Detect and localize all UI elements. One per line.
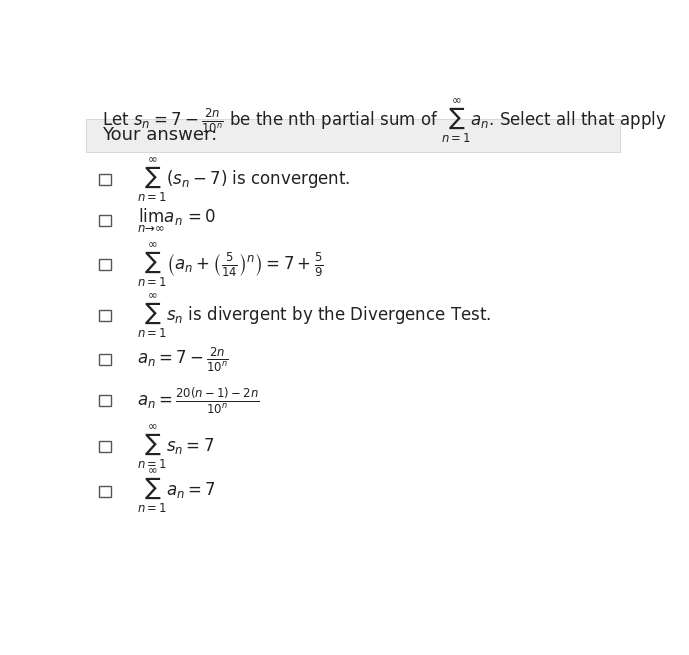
Text: $\sum_{n=1}^{\infty} (s_n - 7)$ is convergent.: $\sum_{n=1}^{\infty} (s_n - 7)$ is conve… <box>137 155 350 204</box>
Bar <box>99 485 111 496</box>
Bar <box>99 354 111 365</box>
Text: $a_n = \frac{20(n-1) - 2n}{10^n}$: $a_n = \frac{20(n-1) - 2n}{10^n}$ <box>137 385 259 416</box>
Bar <box>99 259 111 270</box>
Bar <box>99 215 111 227</box>
Text: $\sum_{n=1}^{\infty}\left(a_n + \left(\frac{5}{14}\right)^{n}\right) = 7 + \frac: $\sum_{n=1}^{\infty}\left(a_n + \left(\f… <box>137 240 323 288</box>
Bar <box>99 310 111 321</box>
Text: Your answer:: Your answer: <box>102 126 218 144</box>
Bar <box>99 441 111 453</box>
Bar <box>99 395 111 406</box>
Bar <box>99 174 111 185</box>
Text: $\sum_{n=1}^{\infty} a_n = 7$: $\sum_{n=1}^{\infty} a_n = 7$ <box>137 467 216 515</box>
Text: $\sum_{n=1}^{\infty} s_n = 7$: $\sum_{n=1}^{\infty} s_n = 7$ <box>137 422 214 471</box>
FancyBboxPatch shape <box>86 119 620 152</box>
Text: $\sum_{n=1}^{\infty} s_n$ is divergent by the Divergence Test.: $\sum_{n=1}^{\infty} s_n$ is divergent b… <box>137 291 491 340</box>
Text: $\lim_{n \to \infty} a_n = 0$: $\lim_{n \to \infty} a_n = 0$ <box>137 207 216 235</box>
Text: Let $s_n = 7 - \frac{2n}{10^n}$ be the nth partial sum of $\sum_{n=1}^{\infty} a: Let $s_n = 7 - \frac{2n}{10^n}$ be the n… <box>102 96 667 145</box>
Text: $a_n = 7 - \frac{2n}{10^n}$: $a_n = 7 - \frac{2n}{10^n}$ <box>137 345 229 373</box>
